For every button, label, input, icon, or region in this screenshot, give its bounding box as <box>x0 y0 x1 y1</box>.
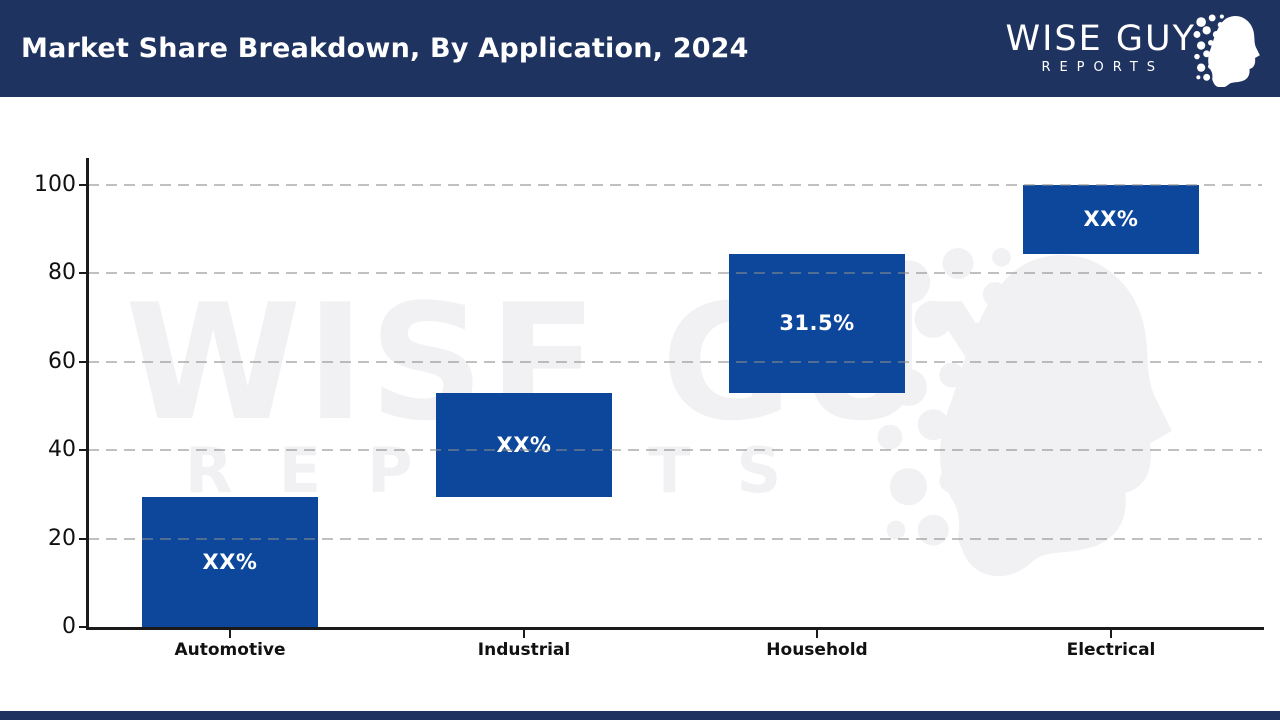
y-tick-label-20: 20 <box>48 525 76 551</box>
bar-value-label: XX% <box>202 549 258 574</box>
gridline-60 <box>88 360 1262 363</box>
y-tick-20 <box>79 537 87 540</box>
category-label-household: Household <box>766 640 868 660</box>
bar-electrical[interactable]: XX% <box>1023 185 1199 254</box>
y-tick-0 <box>79 626 87 628</box>
gridline-100 <box>88 184 1262 186</box>
bar-household[interactable]: 31.5% <box>729 253 905 393</box>
logo-wordmark: WISE GUY <box>1005 19 1196 59</box>
y-tick-80 <box>79 272 87 275</box>
category-label-industrial: Industrial <box>477 640 571 660</box>
y-tick-label-40: 40 <box>48 437 76 463</box>
category-label-electrical: Electrical <box>1066 640 1156 660</box>
wise-guy-reports-logo: WISE GUY REPORTS <box>1005 11 1262 87</box>
y-axis-line <box>86 158 89 630</box>
gridline-80 <box>88 272 1262 275</box>
x-tick-automotive <box>229 630 231 638</box>
bar-industrial[interactable]: XX% <box>436 392 612 497</box>
bar-value-label: XX% <box>1083 207 1139 232</box>
y-tick-label-60: 60 <box>48 348 76 374</box>
y-tick-label-0: 0 <box>62 614 76 639</box>
gridline-20 <box>88 537 1262 540</box>
x-tick-household <box>816 630 818 638</box>
bar-value-label: 31.5% <box>779 311 855 336</box>
y-tick-60 <box>79 360 87 363</box>
y-tick-100 <box>79 184 87 186</box>
logo-subtitle: REPORTS <box>1041 60 1165 75</box>
chart-title: Market Share Breakdown, By Application, … <box>21 33 749 64</box>
x-tick-industrial <box>523 630 525 638</box>
gridline-40 <box>88 449 1262 452</box>
y-tick-label-80: 80 <box>48 260 76 286</box>
x-axis-line <box>86 627 1264 630</box>
header-bar: Market Share Breakdown, By Application, … <box>0 0 1280 97</box>
y-tick-label-100: 100 <box>34 172 76 197</box>
category-label-automotive: Automotive <box>174 640 286 660</box>
y-tick-40 <box>79 449 87 452</box>
bar-automotive[interactable]: XX% <box>142 496 318 627</box>
footer-bar <box>0 711 1280 720</box>
x-tick-electrical <box>1110 630 1112 638</box>
bar-value-label: XX% <box>496 432 552 457</box>
watermark-head-icon <box>874 248 1172 577</box>
head-profile-icon <box>1193 13 1260 87</box>
